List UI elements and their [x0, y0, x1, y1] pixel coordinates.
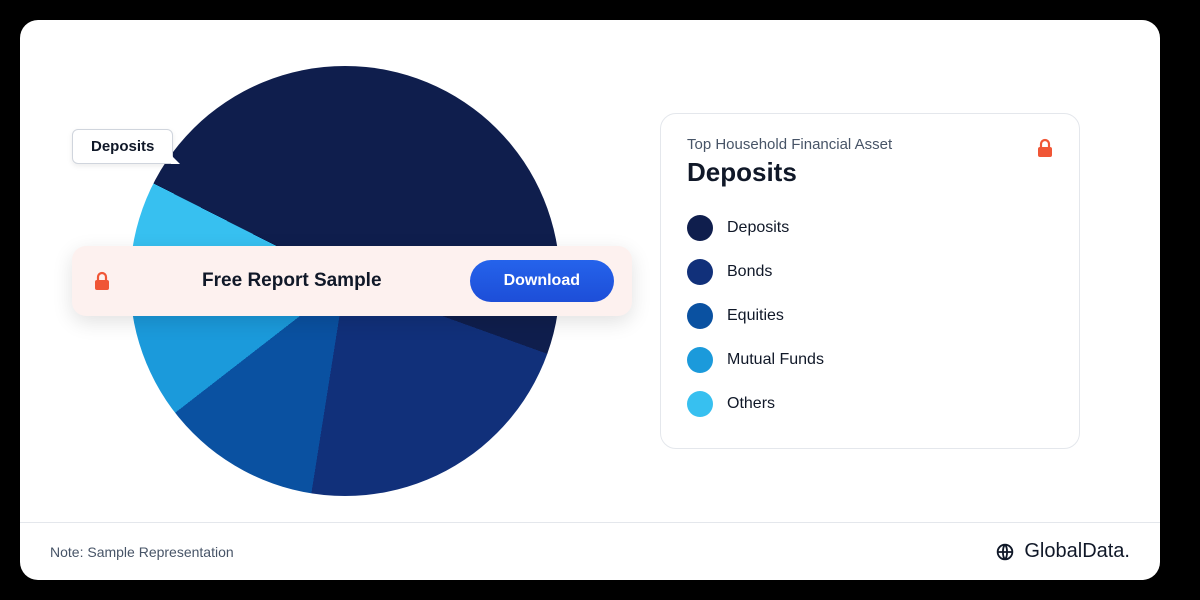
free-sample-bar: Free Report Sample Download [72, 246, 632, 316]
legend-item: Bonds [687, 250, 1053, 294]
legend-swatch [687, 215, 713, 241]
panel-title: Deposits [687, 157, 1053, 188]
legend-item: Others [687, 382, 1053, 426]
legend-label: Deposits [727, 219, 789, 237]
pie-chart-zone: Deposits Free Report Sample Download [80, 51, 610, 511]
legend-panel: Top Household Financial Asset Deposits D… [660, 113, 1080, 449]
legend-item: Equities [687, 294, 1053, 338]
legend-swatch [687, 347, 713, 373]
report-card: Deposits Free Report Sample Download [20, 20, 1160, 580]
brand: GlobalData. [994, 540, 1130, 563]
footnote-text: Note: Sample Representation [50, 544, 234, 560]
card-footer: Note: Sample Representation GlobalData. [20, 522, 1160, 580]
pie-callout-label: Deposits [72, 129, 173, 164]
legend-swatch [687, 391, 713, 417]
legend-list: Deposits Bonds Equities Mutual Funds Others [687, 206, 1053, 426]
legend-label: Others [727, 395, 775, 413]
legend-label: Bonds [727, 263, 772, 281]
download-button[interactable]: Download [470, 260, 614, 302]
legend-swatch [687, 303, 713, 329]
brand-mark-icon [994, 541, 1016, 563]
free-sample-text: Free Report Sample [132, 270, 452, 292]
lock-icon [90, 269, 114, 293]
legend-item: Deposits [687, 206, 1053, 250]
lock-icon [1033, 136, 1057, 165]
legend-swatch [687, 259, 713, 285]
content-row: Deposits Free Report Sample Download [20, 20, 1160, 522]
panel-subtitle: Top Household Financial Asset [687, 136, 1053, 153]
legend-item: Mutual Funds [687, 338, 1053, 382]
legend-label: Mutual Funds [727, 351, 824, 369]
legend-label: Equities [727, 307, 784, 325]
brand-text: GlobalData. [1024, 540, 1130, 563]
